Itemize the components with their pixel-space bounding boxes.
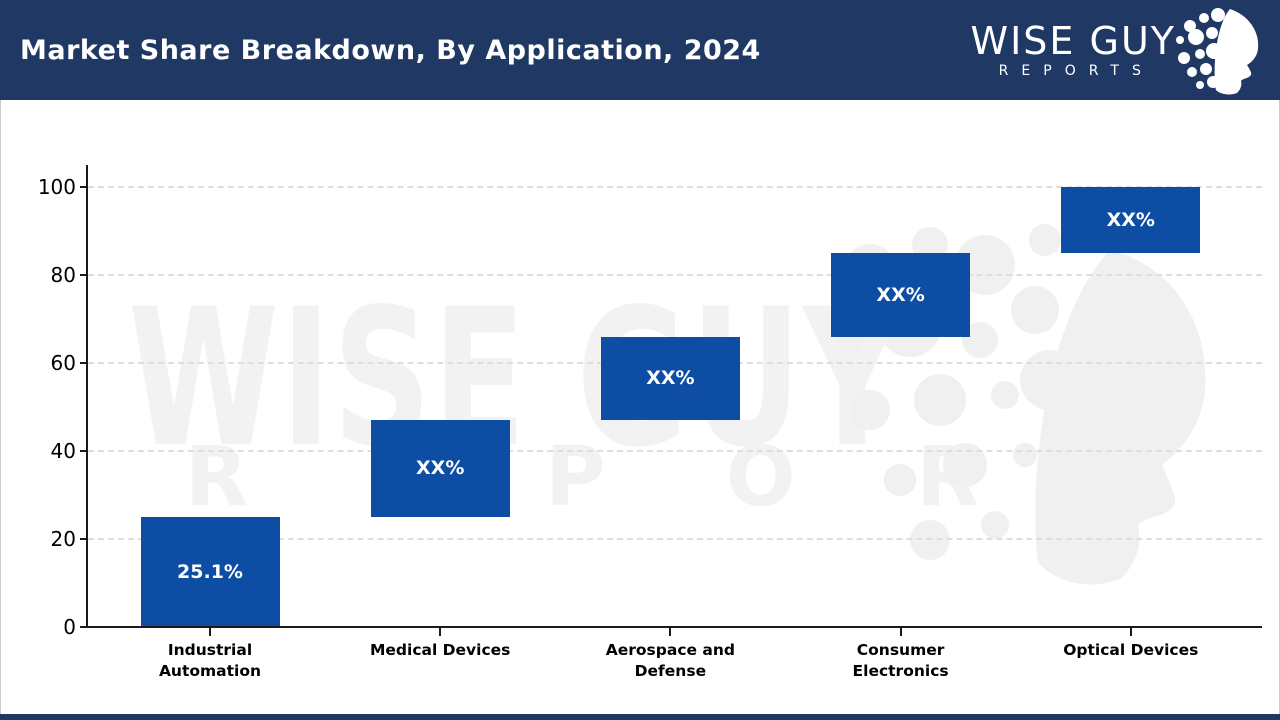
logo-head-icon [1176,8,1259,95]
x-axis-label-1: Medical Devices [369,641,511,659]
footer-bar [0,714,1280,720]
gridline-20 [88,538,1262,540]
y-tick-label-40: 40 [50,439,76,463]
y-tick-100 [80,186,88,188]
bar-4: XX% [1061,187,1201,253]
x-axis-label-3: Consumer Electronics [852,641,949,680]
y-tick-40 [80,450,88,452]
logo: WISE GUY REPORTS [971,0,1259,100]
y-tick-20 [80,538,88,540]
y-tick-label-60: 60 [50,351,76,375]
x-tick-0 [209,627,211,636]
x-axis-label-4: Optical Devices [1063,641,1199,659]
gridline-100 [88,186,1262,188]
x-tick-1 [439,627,442,636]
y-tick-label-100: 100 [37,175,76,199]
logo-text: WISE GUY REPORTS [971,22,1176,78]
y-tick-label-80: 80 [50,263,76,287]
y-tick-0 [80,626,88,628]
x-tick-4 [1129,627,1132,636]
bar-value-label-2: XX% [646,367,695,390]
y-tick-label-0: 0 [63,615,76,639]
logo-wordmark: WISE GUY [970,19,1176,63]
bar-value-label-3: XX% [876,283,925,306]
logo-subtext: REPORTS [998,63,1154,79]
bar-value-label-1: XX% [416,457,465,480]
bar-value-label-4: XX% [1106,209,1155,231]
page-title: Market Share Breakdown, By Application, … [20,34,761,66]
bar-0: 25.1% [140,516,280,627]
bar-1: XX% [370,420,510,517]
bar-2: XX% [600,336,740,421]
x-tick-3 [899,627,902,636]
x-axis-label-2: Aerospace and Defense [605,641,736,680]
gridline-80 [88,274,1262,276]
header: Market Share Breakdown, By Application, … [0,0,1280,100]
y-tick-80 [80,274,88,276]
gridline-40 [88,450,1262,452]
left-border [0,100,1,720]
x-tick-2 [669,627,672,636]
x-axis-label-0: Industrial Automation [158,641,262,680]
x-axis-line [86,626,1262,628]
bar-value-label-0: 25.1% [177,560,243,583]
bar-3: XX% [831,253,971,337]
y-tick-60 [80,362,88,364]
y-tick-label-20: 20 [50,527,76,551]
y-axis-line [86,165,88,628]
